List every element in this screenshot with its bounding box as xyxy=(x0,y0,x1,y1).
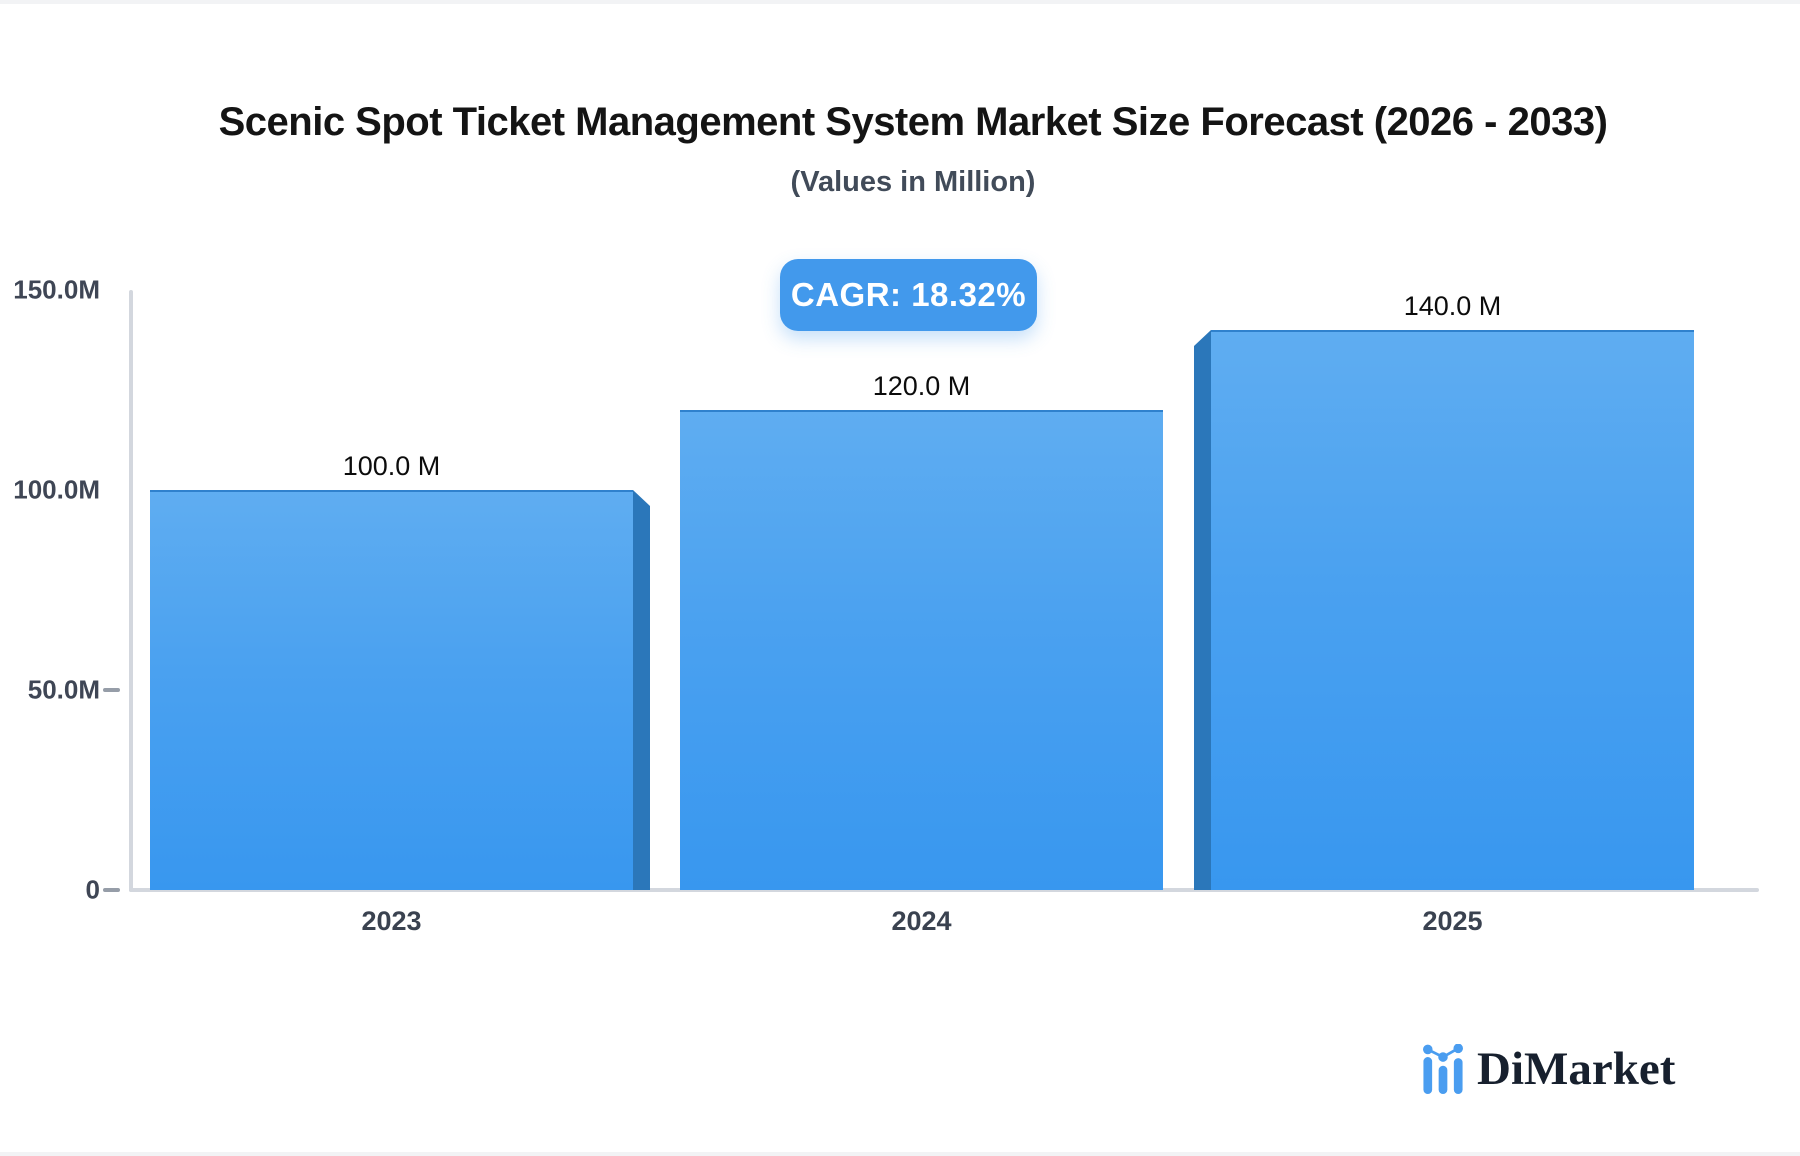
x-tick-2023: 2023 xyxy=(361,906,422,936)
y-tick-0: 0 xyxy=(85,874,100,905)
bar-2023[interactable]: 100.0 M xyxy=(150,451,650,890)
bar-2025-3d-side xyxy=(1194,330,1211,890)
bar-2023-3d-side xyxy=(633,490,650,890)
bar-2024[interactable]: 120.0 M xyxy=(680,371,1163,890)
bar-2023-value-label: 100.0 M xyxy=(342,451,441,481)
bar-column-2024: 120.0 M 2024 xyxy=(680,290,1163,936)
cagr-badge-label: CAGR: 18.32% xyxy=(790,276,1027,313)
y-tick-100m: 100.0M xyxy=(13,474,100,505)
brand-watermark: DiMarket xyxy=(1421,1042,1675,1096)
x-axis-baseline xyxy=(129,888,1759,892)
x-tick-2025: 2025 xyxy=(1422,906,1483,936)
bar-2025[interactable]: 140.0 M xyxy=(1194,291,1694,890)
bar-2024-value-label: 120.0 M xyxy=(872,371,971,401)
cagr-badge: CAGR: 18.32% xyxy=(780,259,1037,331)
y-axis-line xyxy=(129,290,133,892)
bar-2025-value-label: 140.0 M xyxy=(1403,291,1502,321)
page-title: Scenic Spot Ticket Management System Mar… xyxy=(218,100,1608,144)
y-tick-mark-0 xyxy=(103,888,120,892)
brand-name: DiMarket xyxy=(1477,1042,1676,1095)
chart-subtitle: (Values in Million) xyxy=(790,166,1036,198)
y-tick-150m: 150.0M xyxy=(13,274,100,305)
y-tick-mark-50m xyxy=(103,688,120,692)
bar-column-2023: 100.0 M 2023 xyxy=(150,290,650,936)
x-tick-2024: 2024 xyxy=(891,906,952,936)
dimarket-logo-icon xyxy=(1423,1044,1463,1094)
y-tick-50m: 50.0M xyxy=(27,674,100,705)
bar-column-2025: 140.0 M 2025 xyxy=(1194,290,1694,936)
